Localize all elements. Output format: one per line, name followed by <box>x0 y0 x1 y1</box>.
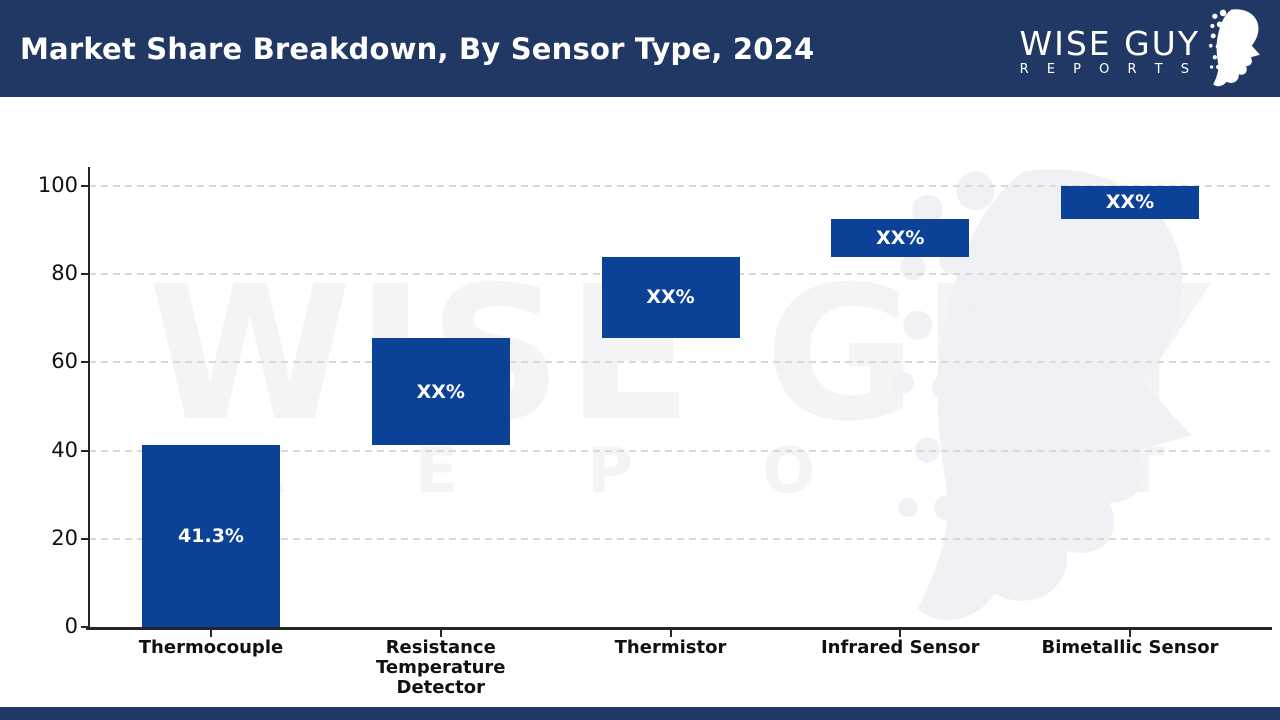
y-axis-tick-mark <box>81 361 88 364</box>
y-axis-tick-mark <box>81 185 88 187</box>
x-axis-tick-mark <box>210 630 212 637</box>
footer-bar <box>0 707 1280 720</box>
y-axis-tick-label: 60 <box>51 349 78 374</box>
x-axis-line <box>86 627 1272 630</box>
x-axis-tick-mark <box>669 630 672 637</box>
y-axis-tick-mark <box>81 626 88 628</box>
gridline <box>89 449 1270 452</box>
y-axis-tick-label: 80 <box>51 261 78 286</box>
bar-value-label: 41.3% <box>178 524 244 547</box>
bar-segment: XX% <box>371 338 510 445</box>
page-title: Market Share Breakdown, By Sensor Type, … <box>20 31 815 66</box>
y-axis-tick-label: 100 <box>37 173 78 197</box>
bar-segment: XX% <box>1061 186 1199 219</box>
gridline <box>89 361 1270 364</box>
x-axis-tick-mark <box>1129 630 1131 637</box>
x-axis-category-label: Thermocouple <box>138 637 284 658</box>
bar-segment: XX% <box>601 256 740 339</box>
y-axis-tick-mark <box>81 273 88 276</box>
x-axis-category-label: Resistance Temperature Detector <box>376 637 506 698</box>
y-axis-tick-mark <box>81 449 88 452</box>
bar-value-label: XX% <box>646 286 695 309</box>
bar-value-label: XX% <box>876 226 925 249</box>
bar-value-label: XX% <box>1105 191 1155 214</box>
x-axis-tick-mark <box>899 630 902 637</box>
y-axis-tick-mark <box>81 537 88 540</box>
logo-subtitle: R E P O R T S <box>1019 62 1196 77</box>
logo-head-icon <box>1208 9 1260 87</box>
x-axis-tick-mark <box>439 630 442 637</box>
y-axis-line <box>88 167 90 629</box>
x-axis-category-label: Bimetallic Sensor <box>1041 637 1219 658</box>
y-axis-tick-label: 20 <box>51 525 78 550</box>
y-axis-tick-label: 40 <box>51 437 78 462</box>
bar-segment: 41.3% <box>142 444 280 627</box>
x-axis-category-label: Infrared Sensor <box>820 637 980 658</box>
wise-guy-reports-logo: WISE GUY R E P O R T S <box>1019 0 1268 97</box>
y-axis-tick-label: 0 <box>64 614 78 638</box>
bar-segment: XX% <box>831 218 970 257</box>
logo-wordmark: WISE GUY <box>1019 24 1200 63</box>
header-bar: Market Share Breakdown, By Sensor Type, … <box>0 0 1280 97</box>
gridline <box>89 537 1270 540</box>
gridline <box>89 185 1270 187</box>
x-axis-category-label: Thermistor <box>614 637 727 658</box>
bar-value-label: XX% <box>416 380 465 403</box>
